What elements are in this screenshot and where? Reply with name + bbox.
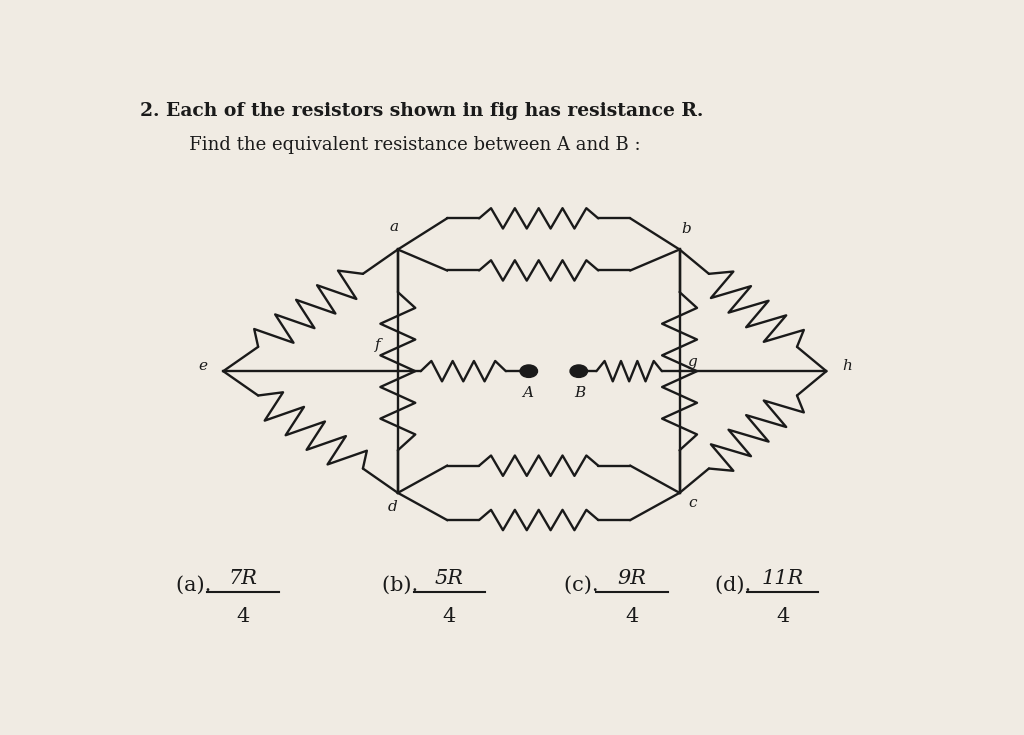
- Circle shape: [570, 365, 588, 377]
- Text: A: A: [521, 386, 532, 401]
- Circle shape: [520, 365, 538, 377]
- Text: 4: 4: [776, 607, 790, 626]
- Text: 4: 4: [237, 607, 250, 626]
- Text: h: h: [842, 359, 852, 373]
- Text: 5R: 5R: [435, 569, 464, 588]
- Text: 7R: 7R: [228, 569, 258, 588]
- Text: 2. Each of the resistors shown in fig has resistance R.: 2. Each of the resistors shown in fig ha…: [140, 102, 703, 121]
- Text: g: g: [687, 354, 697, 368]
- Text: 4: 4: [442, 607, 456, 626]
- Text: B: B: [574, 386, 586, 401]
- Text: c: c: [688, 496, 696, 510]
- Text: (a).: (a).: [176, 576, 218, 595]
- Text: b: b: [681, 221, 691, 235]
- Text: Find the equivalent resistance between A and B :: Find the equivalent resistance between A…: [172, 136, 640, 154]
- Text: 11R: 11R: [762, 569, 804, 588]
- Text: d: d: [388, 500, 398, 514]
- Text: e: e: [198, 359, 207, 373]
- Text: 9R: 9R: [617, 569, 646, 588]
- Text: a: a: [389, 220, 398, 234]
- Text: 4: 4: [626, 607, 639, 626]
- Text: (c).: (c).: [564, 576, 606, 595]
- Text: (d).: (d).: [715, 576, 758, 595]
- Text: (b).: (b).: [382, 576, 425, 595]
- Text: f: f: [375, 337, 381, 351]
